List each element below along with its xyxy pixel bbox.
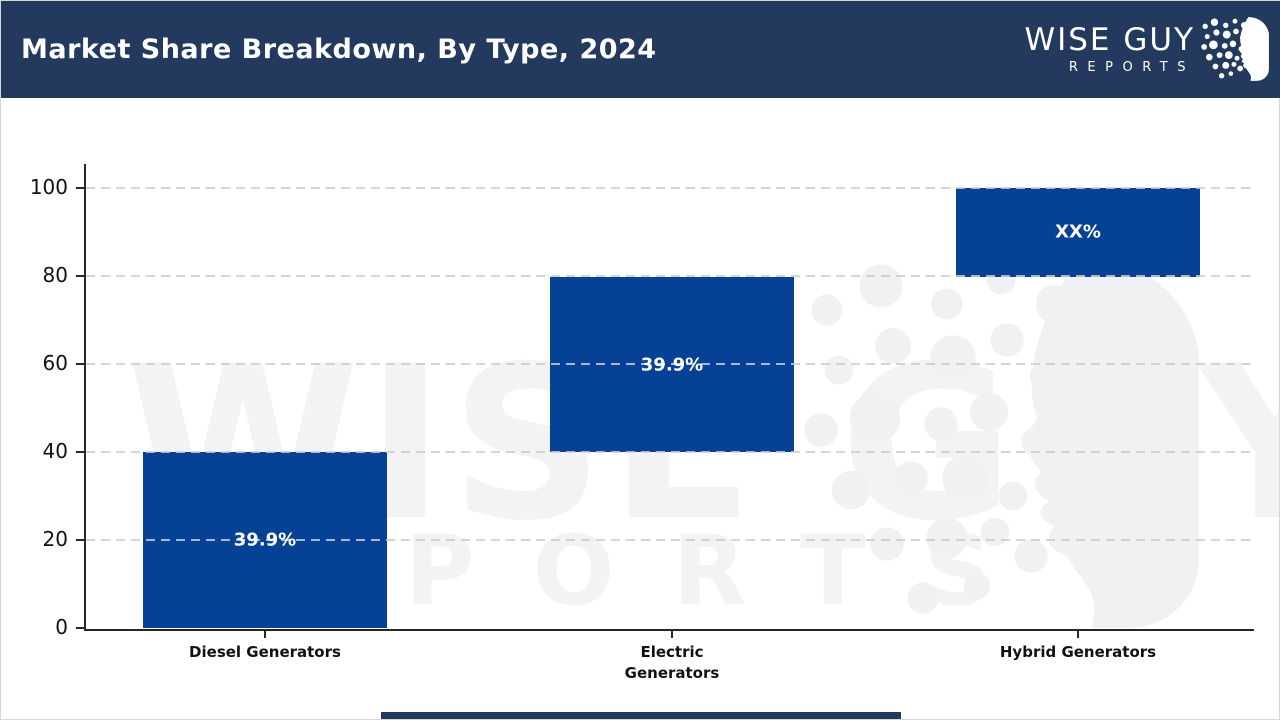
- plot-area: 0 20 40 60 80 100 39.9% Diesel Generators 39.9% E…: [30, 164, 1254, 682]
- y-tick-label-100: 100: [29, 175, 68, 199]
- y-tick-label-20: 20: [42, 527, 68, 551]
- y-tick-20: [76, 539, 84, 541]
- watermark-face-icon: [804, 256, 1199, 628]
- gridline-80: [86, 275, 1251, 277]
- x-tick: [264, 631, 266, 638]
- y-tick-100: [76, 187, 84, 189]
- gridline-20: [86, 539, 1251, 541]
- x-category-label: Diesel Generators: [189, 643, 341, 661]
- y-tick-label-40: 40: [42, 439, 68, 463]
- dotted-face-icon: [1201, 16, 1269, 81]
- y-tick-label-60: 60: [42, 351, 68, 375]
- x-category-label: Electric Generators: [624, 643, 720, 682]
- y-tick-label-80: 80: [42, 263, 68, 287]
- bar-value-label: 39.9%: [233, 529, 297, 551]
- x-tick: [1077, 631, 1079, 638]
- gridline-100: [86, 187, 1251, 189]
- page-title: Market Share Breakdown, By Type, 2024: [21, 34, 657, 65]
- x-axis-line: [84, 629, 1254, 631]
- logo-text: WISE GUY REPORTS: [1024, 22, 1195, 75]
- y-tick-60: [76, 363, 84, 365]
- gridline-60: [86, 363, 1251, 365]
- y-tick-label-0: 0: [55, 615, 68, 639]
- wise-guy-reports-logo: WISE GUY REPORTS: [1024, 15, 1280, 85]
- footer-accent-bar: [381, 712, 901, 719]
- y-tick-80: [76, 275, 84, 277]
- x-category-label: Hybrid Generators: [999, 643, 1157, 661]
- bar-value-label: XX%: [1055, 221, 1101, 243]
- y-tick-40: [76, 451, 84, 453]
- logo-wordmark: WISE GUY: [1024, 22, 1195, 58]
- y-tick-0: [76, 627, 84, 629]
- logo-subtitle: REPORTS: [1068, 60, 1195, 75]
- bar-segment: [956, 188, 1200, 277]
- header-banner: Market Share Breakdown, By Type, 2024 WI…: [1, 1, 1280, 98]
- bar-value-label: 39.9%: [640, 354, 704, 376]
- y-axis-line: [84, 164, 86, 631]
- gridline-40: [86, 451, 1251, 453]
- x-tick: [671, 631, 673, 638]
